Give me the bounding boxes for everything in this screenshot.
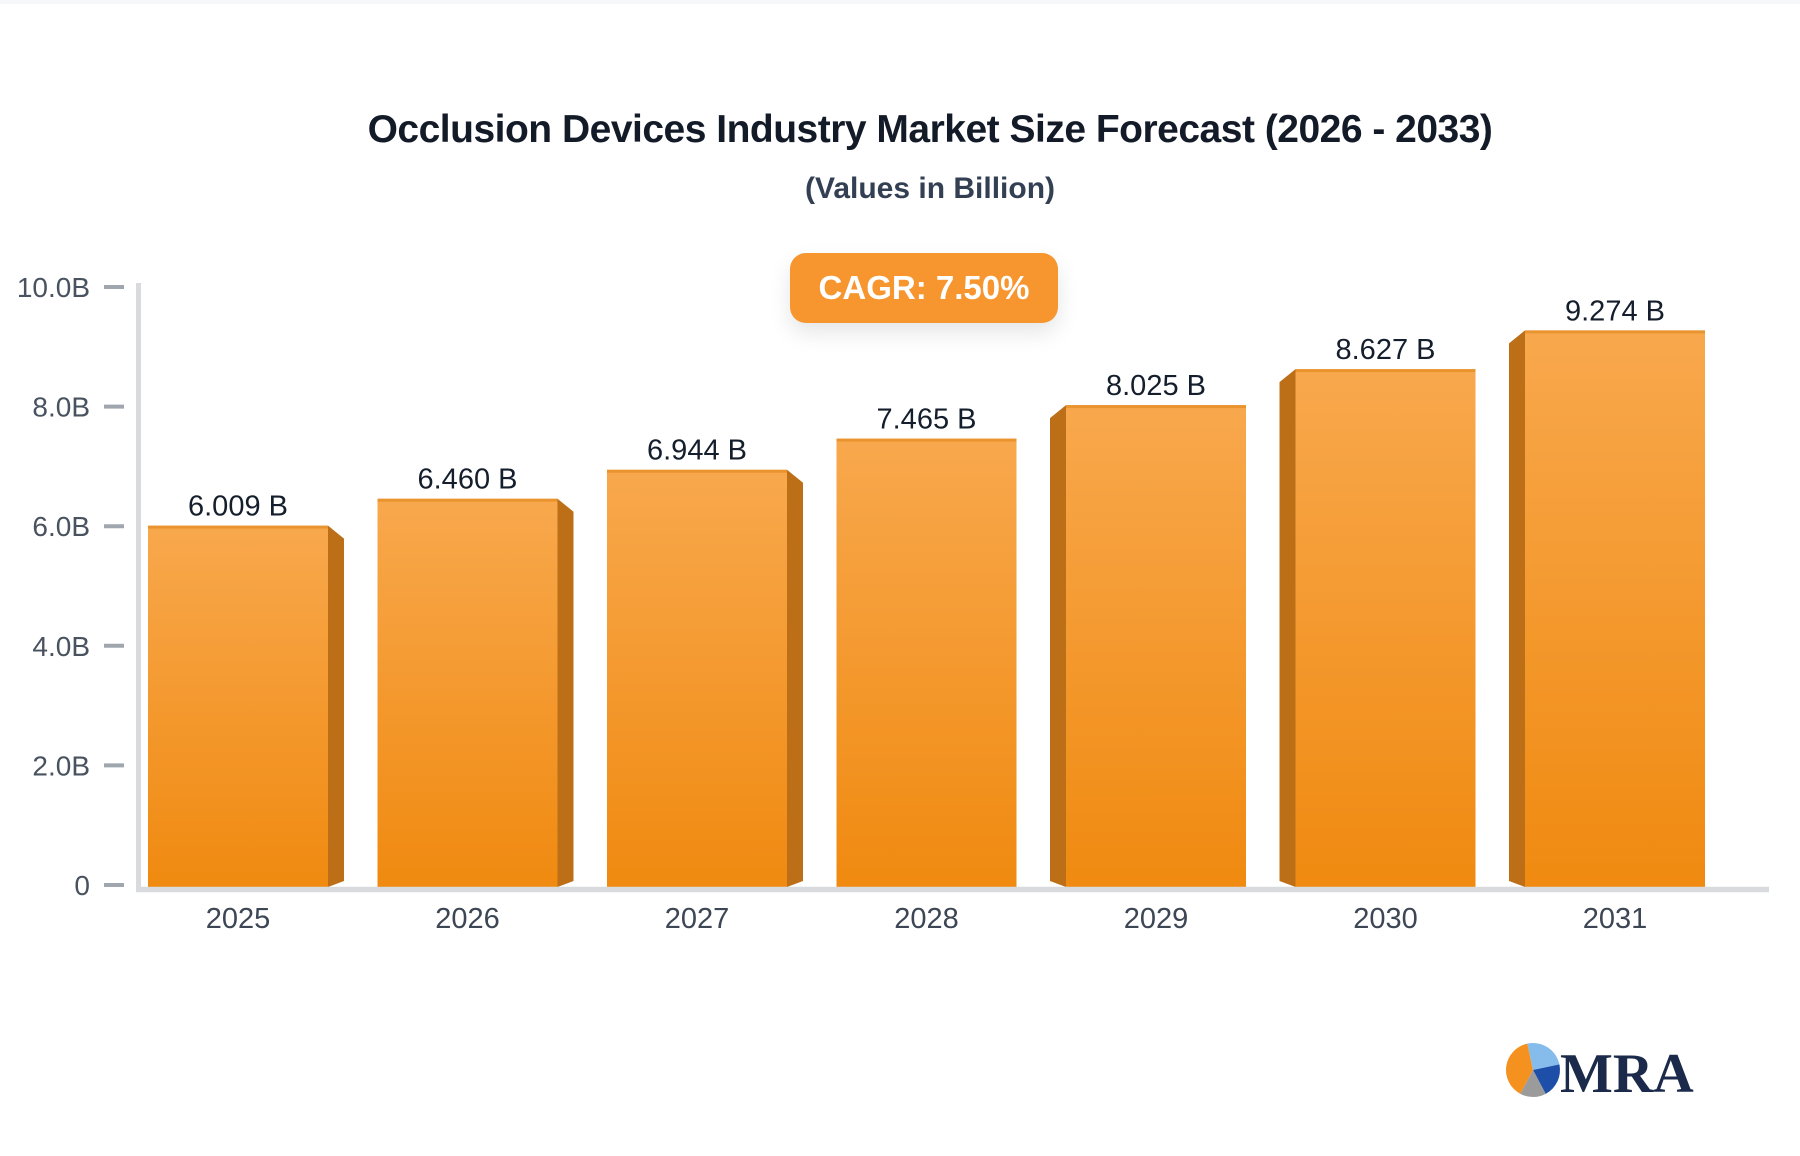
bar-group-2025: 6.009 B	[148, 491, 344, 887]
bar-2030	[1295, 369, 1476, 887]
bar-group-2030: 8.627 B	[1279, 334, 1476, 887]
pie-icon-slice	[1506, 1043, 1533, 1094]
y-axis-label: 2.0B	[32, 750, 90, 781]
bar-side-panel	[1279, 369, 1296, 887]
bar-2028	[836, 438, 1017, 887]
bar-group-2028: 7.465 B	[836, 404, 1017, 887]
bar-side-panel	[787, 469, 803, 887]
y-axis-label: 10.0B	[17, 272, 90, 303]
mra-logo: MRA	[1506, 1042, 1694, 1105]
y-axis-label: 4.0B	[32, 631, 90, 662]
bar-2027	[607, 469, 787, 887]
page-title: Occlusion Devices Industry Market Size F…	[367, 108, 1493, 151]
bar-2031	[1525, 330, 1705, 887]
bar-side-panel	[1509, 330, 1525, 887]
bar-group-2031: 9.274 B	[1509, 295, 1705, 887]
pie-icon-slice	[1520, 1070, 1546, 1098]
pie-icon-slice	[1527, 1042, 1560, 1070]
x-axis-label: 2026	[435, 903, 500, 935]
logo-text: MRA	[1560, 1043, 1694, 1105]
bar-2025	[148, 525, 328, 887]
bar-group-2027: 6.944 B	[607, 435, 803, 887]
bar-side-panel	[557, 498, 574, 887]
bar-2029	[1066, 405, 1246, 887]
y-axis-label: 6.0B	[32, 511, 90, 542]
bar-side-panel	[1050, 405, 1066, 887]
bar-value-label: 9.274 B	[1565, 295, 1665, 327]
top-border-strip	[0, 0, 1800, 4]
x-axis-label: 2030	[1353, 903, 1418, 935]
x-axis-label: 2028	[894, 903, 959, 935]
bar-value-label: 6.009 B	[188, 491, 288, 523]
x-axis-label: 2029	[1124, 903, 1189, 935]
bar-value-label: 7.465 B	[877, 404, 977, 436]
cagr-badge: CAGR: 7.50%	[790, 253, 1058, 323]
bar-side-panel	[328, 525, 344, 887]
y-axis-label: 0	[74, 870, 90, 901]
bar-value-label: 6.944 B	[647, 435, 747, 467]
cagr-badge-label: CAGR: 7.50%	[818, 269, 1030, 306]
x-axis-label: 2031	[1583, 903, 1648, 935]
bar-group-2026: 6.460 B	[377, 464, 574, 887]
bar-group-2029: 8.025 B	[1050, 370, 1246, 887]
bar-value-label: 8.627 B	[1336, 334, 1436, 366]
pie-icon-slice	[1533, 1064, 1560, 1094]
y-axis-label: 8.0B	[32, 392, 90, 423]
bar-value-label: 6.460 B	[418, 464, 518, 496]
page-subtitle: (Values in Billion)	[804, 172, 1056, 205]
bar-value-label: 8.025 B	[1106, 370, 1206, 402]
bar-2026	[377, 498, 558, 887]
x-axis-label: 2025	[206, 903, 271, 935]
x-axis-label: 2027	[665, 903, 730, 935]
